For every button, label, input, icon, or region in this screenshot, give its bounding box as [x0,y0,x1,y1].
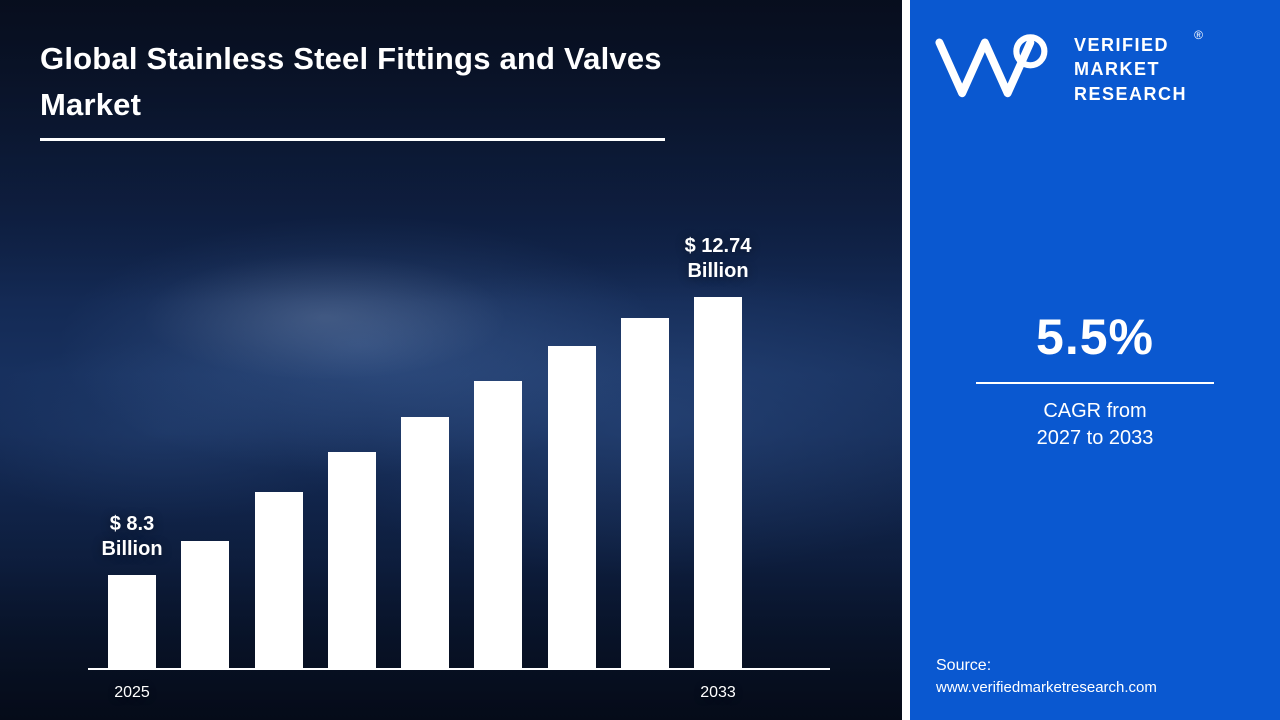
registered-trademark: ® [1194,28,1204,43]
cagr-caption: CAGR from 2027 to 2033 [910,398,1280,452]
cagr-caption-line1: CAGR from [1043,400,1147,422]
vmr-logo-icon [932,32,1064,107]
x-axis-baseline [88,668,830,670]
source-url: www.verifiedmarketresearch.com [936,679,1157,696]
page-title-line1: Global Stainless Steel Fittings and Valv… [40,41,662,76]
bar-column-2033: $ 12.74 Billion 2033 [685,235,752,701]
first-bar-value-label: $ 8.3 Billion [101,512,163,561]
bar-2025 [108,575,156,670]
info-panel: ® VERIFIED MARKET RESEARCH 5.5% CAGR fro… [910,0,1280,720]
cagr-underline [976,382,1214,384]
x-axis-label-2033: 2033 [700,684,736,701]
page-title: Global Stainless Steel Fittings and Valv… [40,36,780,128]
bar-2032 [620,318,669,670]
cagr-block: 5.5% CAGR from 2027 to 2033 [910,308,1280,452]
brand-name-line1: VERIFIED [1074,35,1170,56]
bar-2026 [181,541,230,670]
bar-2029 [401,417,449,670]
bar-column-2027 [254,492,303,670]
page-title-line2: Market [40,87,142,122]
source-label: Source: [936,657,992,674]
source-block: Source: www.verifiedmarketresearch.com [936,657,1157,696]
brand-block: ® VERIFIED MARKET RESEARCH [910,0,1280,107]
bar-column-2028 [327,452,376,670]
bar-column-2025: $ 8.3 Billion 2025 [101,513,162,701]
bar-column-2030 [474,381,523,670]
bar-column-2026 [181,541,230,670]
bar-2027 [254,492,303,670]
bar-column-2031 [547,346,596,670]
bar-2031 [547,346,596,670]
cagr-value: 5.5% [1036,309,1154,365]
bar-2030 [474,381,523,670]
bar-chart-bars: $ 8.3 Billion 2025 $ 12.74 Billion 2033 [88,235,830,701]
x-axis-label-2025: 2025 [114,684,150,701]
bar-chart: $ 8.3 Billion 2025 $ 12.74 Billion 2033 [88,235,830,701]
bar-column-2029 [401,417,449,670]
brand-name: ® VERIFIED MARKET RESEARCH [1074,28,1203,106]
brand-name-line3: RESEARCH [1074,83,1188,104]
brand-name-line2: MARKET [1074,59,1160,80]
cagr-caption-line2: 2027 to 2033 [1036,427,1154,449]
section-divider [902,0,910,720]
bar-column-2032 [620,318,669,670]
last-bar-value-label: $ 12.74 Billion [684,234,752,283]
chart-section: Global Stainless Steel Fittings and Valv… [0,0,902,720]
bar-2028 [327,452,376,670]
bar-2033 [694,297,742,670]
title-underline [40,138,665,141]
